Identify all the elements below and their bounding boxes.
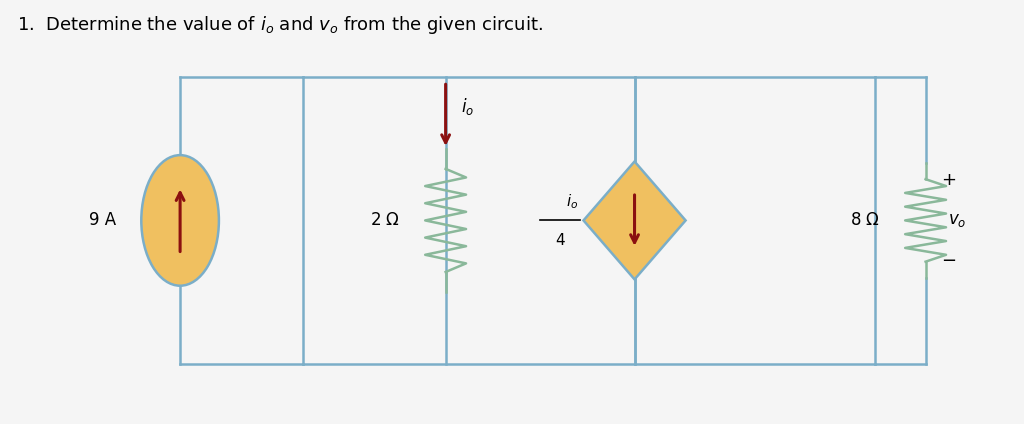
Polygon shape <box>584 162 686 279</box>
Text: $i_o$: $i_o$ <box>566 192 579 211</box>
Text: 8 $\Omega$: 8 $\Omega$ <box>850 212 880 229</box>
Text: −: − <box>941 251 956 270</box>
Text: +: + <box>941 171 956 190</box>
Text: 9 A: 9 A <box>89 212 116 229</box>
Ellipse shape <box>141 155 219 286</box>
Text: $v_o$: $v_o$ <box>948 212 967 229</box>
Text: $i_o$: $i_o$ <box>461 96 474 117</box>
Text: 2 $\Omega$: 2 $\Omega$ <box>370 212 399 229</box>
Text: 1.  Determine the value of $i_o$ and $v_o$ from the given circuit.: 1. Determine the value of $i_o$ and $v_o… <box>16 14 543 36</box>
Text: 4: 4 <box>555 233 565 248</box>
